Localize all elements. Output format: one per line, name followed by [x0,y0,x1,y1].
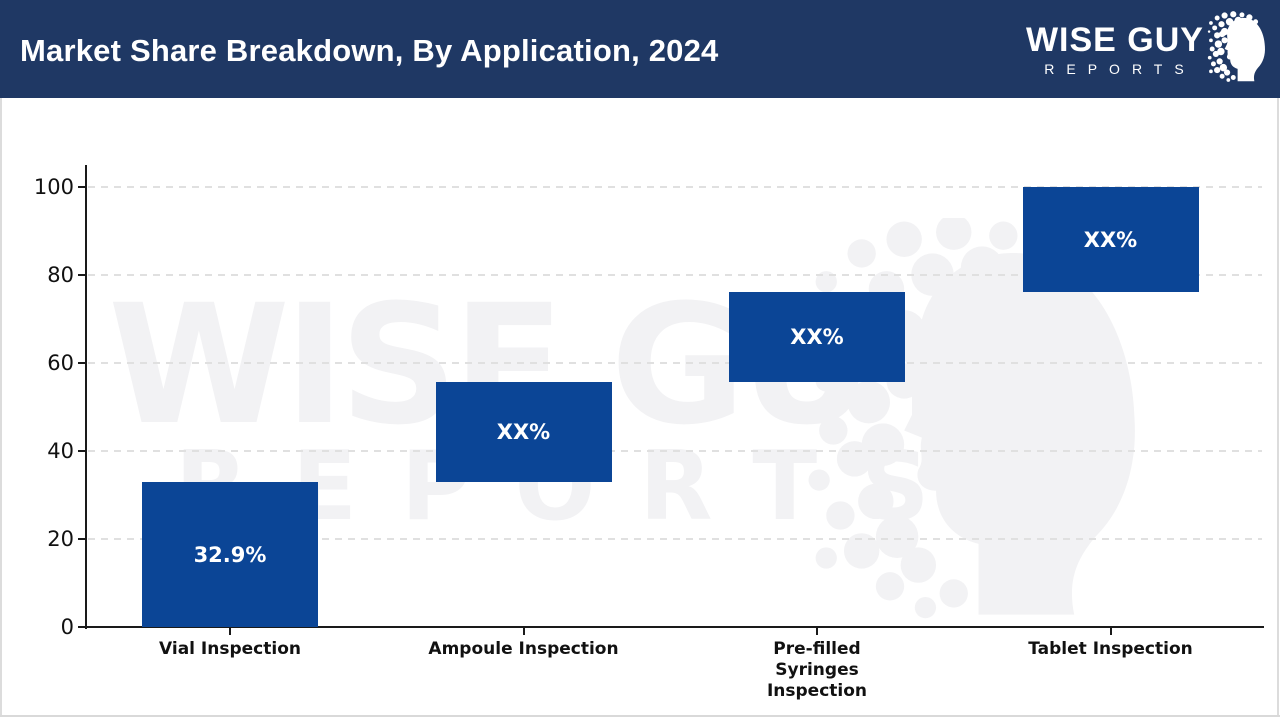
logo-text: WISE GUY REPORTS [1026,22,1204,77]
gridline-y-100 [88,186,1262,188]
logo-brand-text: WISE GUY [1025,20,1204,59]
bar-2 [435,381,612,483]
y-tick-mark [78,362,86,364]
gridline-y-20 [88,538,1262,540]
x-tick-label: Tablet Inspection [1028,639,1193,659]
y-tick-label: 20 [47,527,74,551]
y-axis-line [85,165,87,629]
y-tick-label: 40 [47,439,74,463]
wiseguy-face-icon [1207,11,1265,82]
gridline-y-80 [88,274,1262,276]
x-tick-mark [1109,628,1112,635]
canvas-border-left [0,98,2,716]
y-tick-mark [78,626,86,628]
y-tick-label: 0 [60,615,74,639]
logo-sub-text: REPORTS [1044,60,1196,77]
bar-value-label: XX% [496,420,551,445]
chart-title: Market Share Breakdown, By Application, … [20,33,719,68]
y-tick-label: 100 [33,175,74,199]
bar-1 [142,482,318,627]
y-tick-mark [78,186,86,188]
bar-value-label: 32.9% [193,542,267,567]
gridline-y-60 [88,362,1262,364]
bar-value-label: XX% [1083,227,1138,252]
wiseguy-logo: WISE GUY REPORTS [1026,8,1268,90]
y-tick-label: 80 [47,263,74,287]
bar-4 [1022,187,1199,293]
canvas-border-bottom [0,715,1280,717]
bar-value-label: XX% [790,325,844,350]
gridline-y-40 [88,450,1262,452]
y-tick-mark [78,538,86,540]
bar-3 [729,292,905,382]
x-tick-mark [229,628,231,635]
x-tick-mark [816,628,818,635]
x-tick-label: Vial Inspection [159,639,301,659]
x-tick-mark [522,628,525,635]
y-tick-label: 60 [47,351,74,375]
header-banner: Market Share Breakdown, By Application, … [0,0,1280,98]
y-tick-mark [78,450,86,452]
x-tick-label: Ampoule Inspection [428,639,619,659]
y-tick-mark [78,274,86,276]
x-tick-label: Pre-filled Syringes Inspection [766,639,868,701]
canvas-border-right [1277,98,1279,716]
x-axis-line [85,626,1264,628]
